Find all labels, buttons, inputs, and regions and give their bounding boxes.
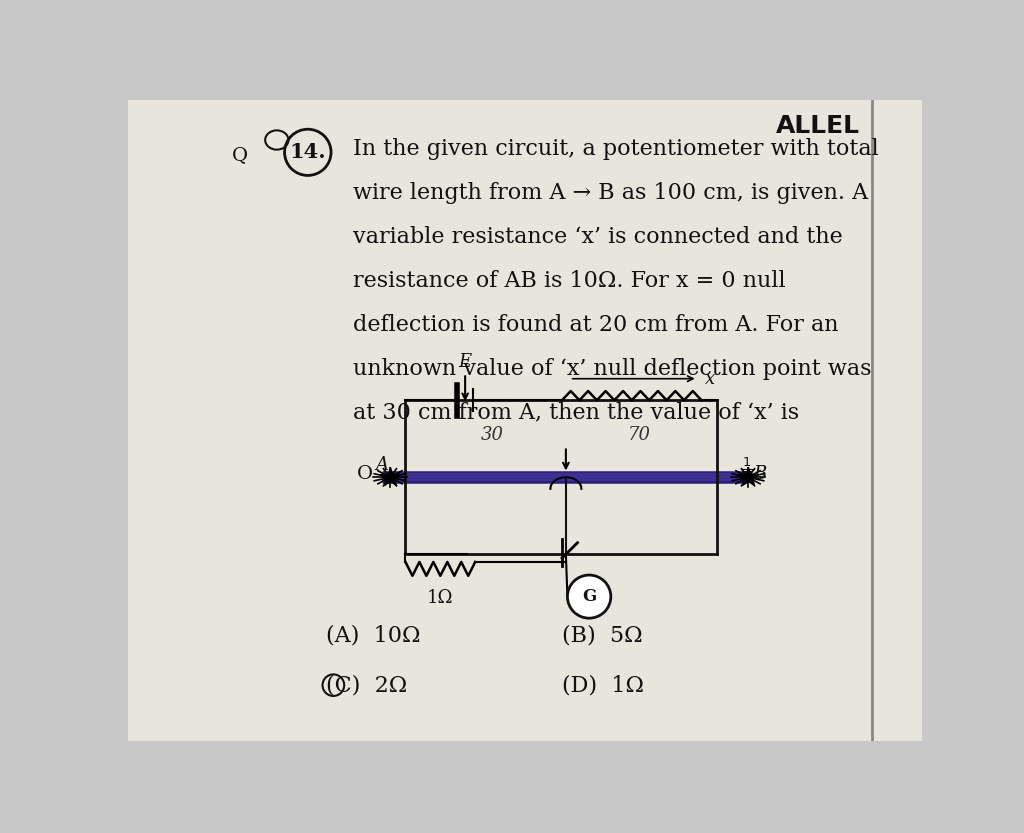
Text: 70: 70 [628, 426, 651, 444]
Text: (B)  5Ω: (B) 5Ω [562, 624, 643, 646]
Text: variable resistance ‘x’ is connected and the: variable resistance ‘x’ is connected and… [352, 227, 843, 248]
Text: 30: 30 [480, 426, 504, 444]
Text: 1Ω: 1Ω [427, 589, 454, 607]
Text: B: B [753, 465, 766, 483]
Text: resistance of AB is 10Ω. For x = 0 null: resistance of AB is 10Ω. For x = 0 null [352, 270, 785, 292]
Text: unknown value of ‘x’ null deflection point was: unknown value of ‘x’ null deflection poi… [352, 358, 871, 380]
Text: wire length from A → B as 100 cm, is given. A: wire length from A → B as 100 cm, is giv… [352, 182, 868, 204]
Text: x: x [706, 370, 716, 387]
Text: A: A [376, 456, 389, 474]
Text: at 30 cm from A, then the value of ‘x’ is: at 30 cm from A, then the value of ‘x’ i… [352, 402, 799, 424]
Text: G: G [582, 588, 596, 605]
Text: ALLEL: ALLEL [776, 114, 860, 137]
Text: E: E [459, 352, 472, 371]
Text: Q: Q [232, 147, 249, 164]
Text: In the given circuit, a potentiometer with total: In the given circuit, a potentiometer wi… [352, 138, 879, 161]
Text: (D)  1Ω: (D) 1Ω [562, 674, 644, 696]
Text: deflection is found at 20 cm from A. For an: deflection is found at 20 cm from A. For… [352, 314, 839, 336]
Text: (A)  10Ω: (A) 10Ω [326, 624, 420, 646]
Text: (C)  2Ω: (C) 2Ω [326, 674, 407, 696]
Text: O: O [357, 465, 373, 483]
Text: 14.: 14. [290, 142, 326, 162]
Text: $\frac{1}{m}$: $\frac{1}{m}$ [740, 455, 755, 481]
Circle shape [567, 575, 611, 618]
